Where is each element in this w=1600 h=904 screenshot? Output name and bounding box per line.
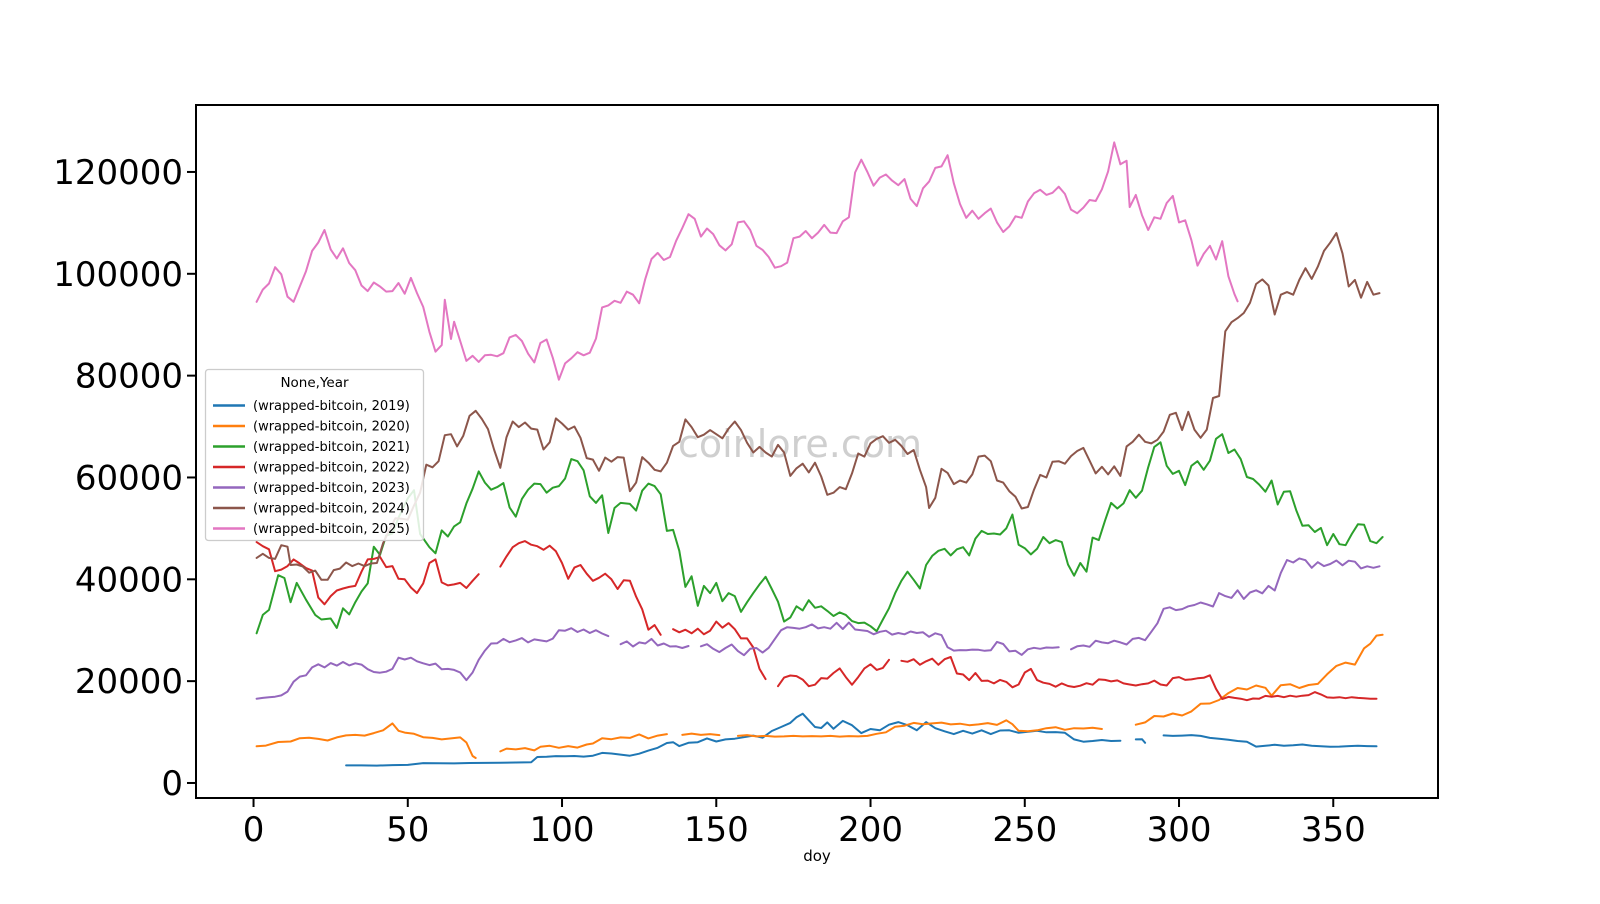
series-line-2025 [255,141,1239,381]
legend-entry: (wrapped-bitcoin, 2021) [213,440,410,455]
legend-label: (wrapped-bitcoin, 2024) [253,502,410,517]
x-axis-tick-label: 350 [1301,810,1366,850]
y-axis-tick-label: 120000 [53,153,183,193]
legend-entry: (wrapped-bitcoin, 2020) [213,420,410,435]
x-axis-label: doy [803,847,831,865]
y-axis-tick-label: 80000 [75,357,183,397]
legend-entry: (wrapped-bitcoin, 2023) [213,481,410,496]
y-axis-tick-label: 40000 [75,560,183,600]
series-line-2022 [255,540,1378,702]
x-axis-tick-label: 0 [243,810,265,850]
x-axis-tick-label: 200 [838,810,903,850]
legend-label: (wrapped-bitcoin, 2020) [253,420,410,435]
legend-entry: (wrapped-bitcoin, 2025) [213,522,410,537]
series-line-2024 [255,232,1381,581]
legend-label: (wrapped-bitcoin, 2025) [253,522,410,537]
series-line-2019 [345,712,1378,767]
legend-entry: (wrapped-bitcoin, 2019) [213,399,410,414]
watermark-text: coinlore.com [678,422,922,466]
legend: None,Year (wrapped-bitcoin, 2019) (wrapped… [204,368,425,542]
x-axis-tick-label: 150 [684,810,749,850]
legend-entry: (wrapped-bitcoin, 2024) [213,502,410,517]
plot-border [195,104,1439,799]
legend-box [204,368,425,542]
legend-label: (wrapped-bitcoin, 2021) [253,440,410,455]
series-line-2023 [255,557,1381,700]
legend-title: None,Year [280,375,349,391]
legend-entry: (wrapped-bitcoin, 2022) [213,461,410,476]
series-line-2021 [255,433,1384,635]
legend-label: (wrapped-bitcoin, 2019) [253,399,410,414]
x-axis-tick-label: 100 [530,810,595,850]
y-axis-tick-label: 60000 [75,458,183,498]
x-axis-tick-label: 300 [1147,810,1212,850]
series-line-2020 [255,633,1384,759]
x-axis-tick-label: 50 [386,810,429,850]
y-axis-tick-label: 100000 [53,255,183,295]
x-axis-tick-label: 250 [992,810,1057,850]
y-axis-tick-label: 20000 [75,662,183,702]
y-axis-tick-label: 0 [161,764,183,804]
legend-label: (wrapped-bitcoin, 2023) [253,481,410,496]
legend-label: (wrapped-bitcoin, 2022) [253,461,410,476]
